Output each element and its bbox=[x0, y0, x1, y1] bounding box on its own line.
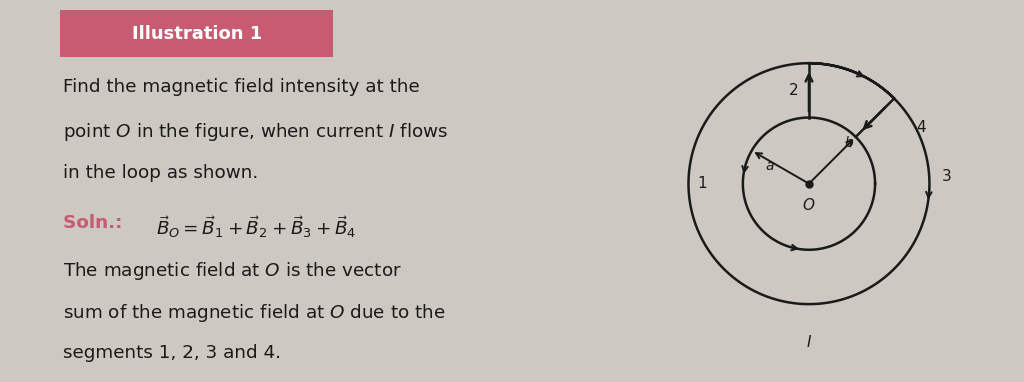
Text: point $O$ in the figure, when current $I$ flows: point $O$ in the figure, when current $I… bbox=[63, 121, 449, 143]
Text: Soln.:: Soln.: bbox=[63, 214, 129, 232]
Text: 4: 4 bbox=[915, 120, 926, 135]
Text: segments 1, 2, 3 and 4.: segments 1, 2, 3 and 4. bbox=[63, 344, 282, 362]
Text: $O$: $O$ bbox=[802, 197, 816, 213]
Text: in the loop as shown.: in the loop as shown. bbox=[63, 164, 259, 182]
Text: $\vec{B}_O = \vec{B}_1 + \vec{B}_2 + \vec{B}_3 + \vec{B}_4$: $\vec{B}_O = \vec{B}_1 + \vec{B}_2 + \ve… bbox=[156, 214, 355, 240]
Text: $a$: $a$ bbox=[765, 159, 775, 173]
Text: 1: 1 bbox=[697, 176, 707, 191]
Text: $I$: $I$ bbox=[806, 333, 812, 350]
Text: sum of the magnetic field at $O$ due to the: sum of the magnetic field at $O$ due to … bbox=[63, 302, 446, 324]
Text: 3: 3 bbox=[942, 169, 952, 184]
Text: Find the magnetic field intensity at the: Find the magnetic field intensity at the bbox=[63, 78, 420, 96]
Text: Illustration 1: Illustration 1 bbox=[132, 24, 262, 43]
FancyBboxPatch shape bbox=[60, 10, 334, 57]
Text: 2: 2 bbox=[790, 83, 799, 98]
Text: The magnetic field at $O$ is the vector: The magnetic field at $O$ is the vector bbox=[63, 260, 402, 282]
Text: $b$: $b$ bbox=[844, 135, 854, 150]
